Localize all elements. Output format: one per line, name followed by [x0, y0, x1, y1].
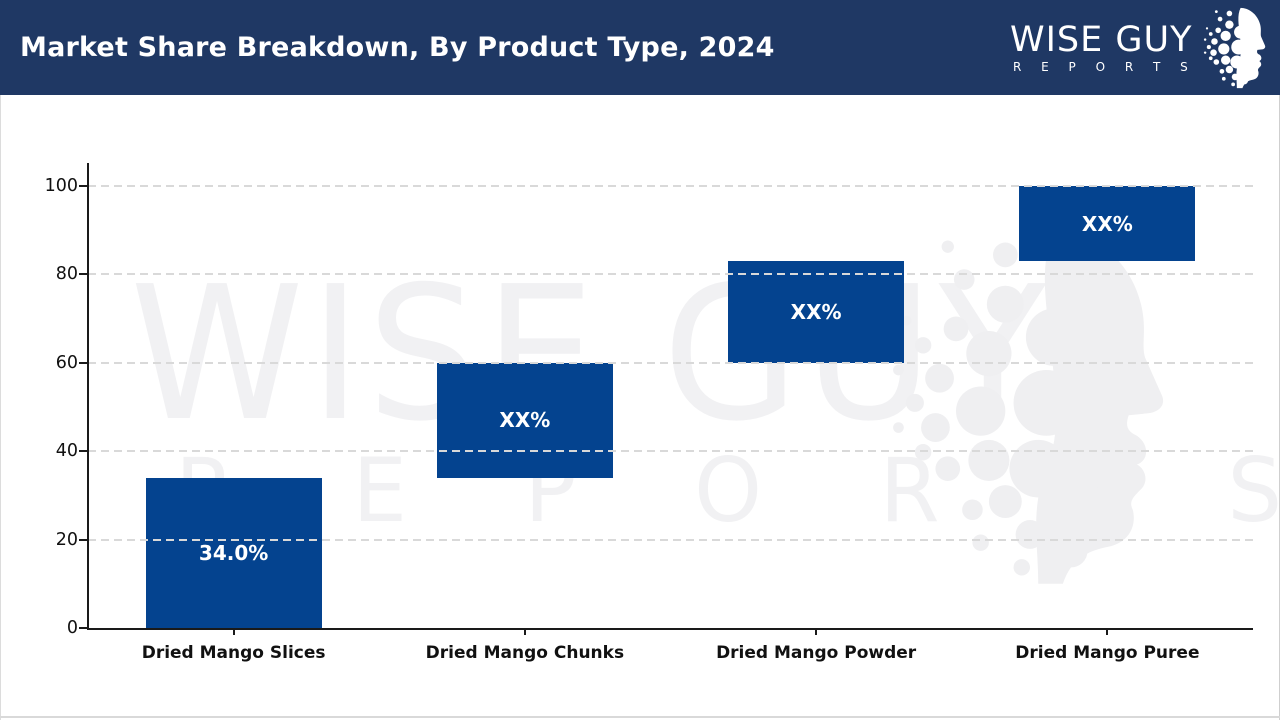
page-bottom-border — [0, 716, 1280, 718]
y-axis-tick-label: 80 — [55, 264, 78, 285]
y-axis-tick-mark — [79, 538, 87, 541]
bar-value-label: XX% — [499, 408, 551, 433]
logo-wiseguy-label: WISE GUY — [1010, 20, 1193, 61]
bar-dried-mango-powder — [728, 261, 905, 363]
bar-value-label: 34.0% — [198, 540, 269, 565]
page-left-border — [0, 95, 1, 720]
y-axis-tick-label: 40 — [55, 441, 78, 462]
x-axis-category-label: Dried Mango Slices — [141, 643, 326, 663]
header-bar: Market Share Breakdown, By Product Type,… — [0, 0, 1280, 95]
bar-dried-mango-puree — [1019, 186, 1196, 262]
y-axis-line — [87, 163, 89, 630]
logo-reports-label: R E P O R T S — [1013, 59, 1196, 74]
y-axis-tick-mark — [79, 273, 87, 276]
y-axis-tick-label: 60 — [55, 352, 78, 373]
gridline — [88, 450, 1253, 453]
page-title: Market Share Breakdown, By Product Type,… — [20, 32, 775, 63]
y-axis-tick-label: 0 — [66, 618, 78, 638]
x-axis-category-label: Dried Mango Puree — [1015, 643, 1200, 663]
x-axis-tick-mark — [232, 628, 235, 635]
gridline — [88, 538, 1253, 541]
x-axis-tick-mark — [1106, 628, 1109, 635]
gridline — [88, 361, 1253, 364]
bar-value-label: XX% — [1081, 211, 1133, 236]
wise-guy-logo: WISE GUY R E P O R T S — [1010, 4, 1272, 92]
bar-dried-mango-slices — [145, 477, 322, 628]
logo-head-icon — [1203, 7, 1265, 89]
y-axis-tick-mark — [79, 361, 87, 364]
x-axis-tick-mark — [815, 628, 818, 635]
x-axis-category-label: Dried Mango Powder — [716, 643, 917, 663]
logo-text: WISE GUY R E P O R T S — [1010, 22, 1196, 74]
y-axis-tick-mark — [79, 450, 87, 453]
bar-dried-mango-chunks — [436, 362, 613, 478]
x-axis-line — [87, 628, 1253, 630]
bar-value-label: XX% — [790, 299, 842, 324]
y-axis-tick-label: 20 — [55, 529, 78, 550]
gridline — [88, 273, 1253, 276]
y-axis-tick-label: 100 — [44, 176, 78, 196]
x-axis-tick-mark — [523, 628, 526, 635]
y-axis-tick-mark — [79, 185, 87, 187]
x-axis-category-label: Dried Mango Chunks — [425, 643, 625, 663]
y-axis-tick-mark — [79, 627, 87, 629]
gridline — [88, 185, 1253, 187]
